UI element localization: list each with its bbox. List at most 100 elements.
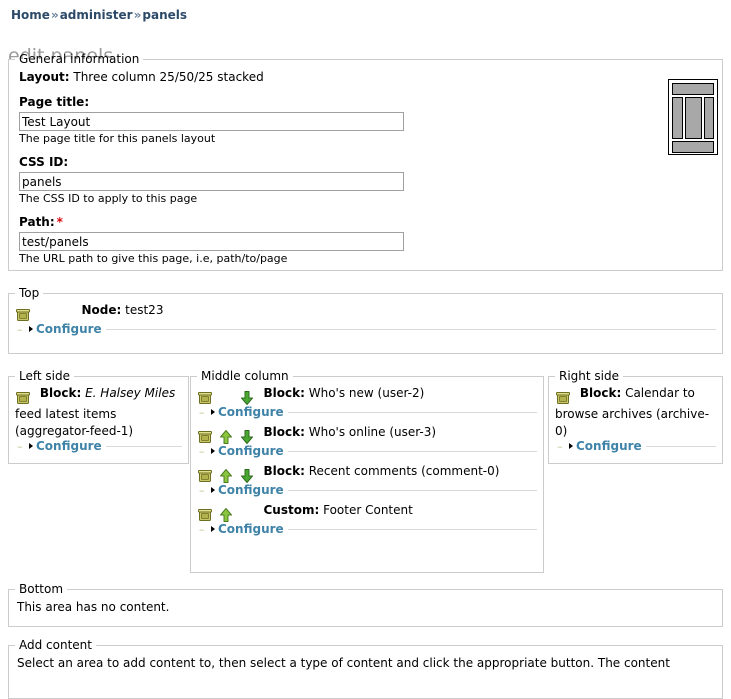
pane-text-title: Who's new (user-2) xyxy=(308,386,425,400)
add-content-description: Select an area to add content to, then s… xyxy=(17,656,670,670)
arrow-down-icon[interactable] xyxy=(239,390,255,406)
chevron-right-icon xyxy=(211,448,215,454)
page-title-label: Page title: xyxy=(19,95,90,109)
required-marker: * xyxy=(56,215,63,229)
general-information-legend: General information xyxy=(19,52,140,66)
divider xyxy=(105,445,182,447)
path-input[interactable] xyxy=(19,232,404,251)
pane-item: Block: E. Halsey Miles feed latest items… xyxy=(15,385,182,453)
layout-value: Three column 25/50/25 stacked xyxy=(73,70,264,84)
region-right-fieldset: Right side Block: Calendar to browse arc… xyxy=(548,370,723,464)
pane-type-label: Block: xyxy=(579,386,622,400)
chevron-right-icon xyxy=(211,409,215,415)
arrow-up-icon[interactable] xyxy=(218,468,234,484)
arrow-down-icon[interactable] xyxy=(239,468,255,484)
trash-icon[interactable] xyxy=(197,507,213,523)
field-css-id: CSS ID: The CSS ID to apply to this page xyxy=(19,155,712,206)
pane-title: Custom: Footer Content xyxy=(197,502,537,523)
region-bottom-fieldset: Bottom This area has no content. xyxy=(8,583,723,627)
add-content-fieldset: Add content Select an area to add conten… xyxy=(8,639,723,699)
arrow-up-icon[interactable] xyxy=(218,507,234,523)
layout-thumb-bottom-bar xyxy=(672,141,714,153)
page-title-description: The page title for this panels layout xyxy=(19,132,216,145)
pane-text-title: Recent comments (comment-0) xyxy=(308,464,500,478)
pane-controls xyxy=(197,428,256,445)
arrow-up-icon[interactable] xyxy=(218,429,234,445)
pane-controls xyxy=(197,467,256,484)
css-id-input[interactable] xyxy=(19,172,404,191)
divider xyxy=(287,528,537,530)
configure-link[interactable]: Configure xyxy=(36,439,102,453)
pane-type-label: Node: xyxy=(81,303,122,317)
configure-link[interactable]: Configure xyxy=(218,444,284,458)
divider xyxy=(287,489,537,491)
configure-dash: – xyxy=(17,322,23,336)
configure-row: – Configure xyxy=(197,483,537,497)
pane-title: Block: Recent comments (comment-0) xyxy=(197,463,537,484)
region-left-body: Block: E. Halsey Miles feed latest items… xyxy=(9,382,188,453)
configure-dash: – xyxy=(557,439,563,453)
general-information-fieldset: General information Layout: Three column… xyxy=(8,53,723,271)
pane-title: Block: Calendar to browse archives (arch… xyxy=(555,385,716,440)
trash-icon[interactable] xyxy=(15,307,31,323)
chevron-right-icon xyxy=(29,326,33,332)
arrow-down-placeholder xyxy=(57,307,73,323)
breadcrumb-item-home[interactable]: Home xyxy=(11,8,50,22)
pane-controls xyxy=(197,389,256,406)
layout-thumb-middle-column xyxy=(684,97,702,139)
pane-title: Block: E. Halsey Miles feed latest items… xyxy=(15,385,182,440)
region-bottom-empty-text: This area has no content. xyxy=(17,600,170,614)
region-middle-fieldset: Middle column xyxy=(190,370,544,573)
path-description: The URL path to give this page, i.e, pat… xyxy=(19,252,288,265)
pane-item: Custom: Footer Content – Configure xyxy=(197,502,537,536)
layout-summary: Layout: Three column 25/50/25 stacked xyxy=(19,69,712,85)
trash-icon[interactable] xyxy=(555,390,571,406)
pane-text-title: feed latest items (aggregator-feed-1) xyxy=(15,407,134,438)
arrow-up-placeholder xyxy=(36,307,52,323)
chevron-right-icon xyxy=(211,526,215,532)
region-right-legend: Right side xyxy=(559,369,619,383)
path-label: Path: * xyxy=(19,215,63,229)
layout-thumb-top-bar xyxy=(672,83,714,95)
region-top-fieldset: Top Node: test23 xyxy=(8,287,723,354)
add-content-legend: Add content xyxy=(19,638,92,652)
configure-dash: – xyxy=(199,405,205,419)
pane-title: Node: test23 xyxy=(15,302,716,323)
divider xyxy=(105,328,716,330)
breadcrumb-separator: » xyxy=(133,8,142,22)
region-bottom-legend: Bottom xyxy=(19,582,64,596)
configure-row: – Configure xyxy=(15,322,716,336)
page-title-input[interactable] xyxy=(19,112,404,131)
general-information-body: Layout: Three column 25/50/25 stacked Pa… xyxy=(9,65,722,266)
configure-row: – Configure xyxy=(197,444,537,458)
arrow-down-icon[interactable] xyxy=(239,429,255,445)
trash-icon[interactable] xyxy=(15,390,31,406)
arrow-up-placeholder xyxy=(218,390,234,406)
pane-text-title: Who's online (user-3) xyxy=(308,425,437,439)
region-top-body: Node: test23 – Configure xyxy=(9,299,722,336)
breadcrumb-item-administer[interactable]: administer xyxy=(59,8,133,22)
configure-link[interactable]: Configure xyxy=(218,483,284,497)
configure-link[interactable]: Configure xyxy=(36,322,102,336)
configure-link[interactable]: Configure xyxy=(218,405,284,419)
css-id-description: The CSS ID to apply to this page xyxy=(19,192,198,205)
layout-thumb-columns xyxy=(672,97,714,139)
configure-link[interactable]: Configure xyxy=(218,522,284,536)
pane-item: Block: Calendar to browse archives (arch… xyxy=(555,385,716,453)
trash-icon[interactable] xyxy=(197,429,213,445)
layout-thumb-right-column xyxy=(703,97,714,139)
field-path: Path:* The URL path to give this page, i… xyxy=(19,215,712,266)
breadcrumb-item-panels[interactable]: panels xyxy=(142,8,187,22)
css-id-label: CSS ID: xyxy=(19,155,69,169)
layout-thumb-left-column xyxy=(672,97,683,139)
divider xyxy=(287,450,537,452)
trash-icon[interactable] xyxy=(197,468,213,484)
configure-link[interactable]: Configure xyxy=(576,439,642,453)
region-middle-body: Block: Who's new (user-2) – Configure xyxy=(191,382,543,536)
pane-item: Block: Who's new (user-2) – Configure xyxy=(197,385,537,419)
pane-type-label: Block: xyxy=(263,425,305,439)
configure-dash: – xyxy=(17,439,23,453)
region-right-body: Block: Calendar to browse archives (arch… xyxy=(549,382,722,453)
field-page-title: Page title: The page title for this pane… xyxy=(19,95,712,146)
trash-icon[interactable] xyxy=(197,390,213,406)
